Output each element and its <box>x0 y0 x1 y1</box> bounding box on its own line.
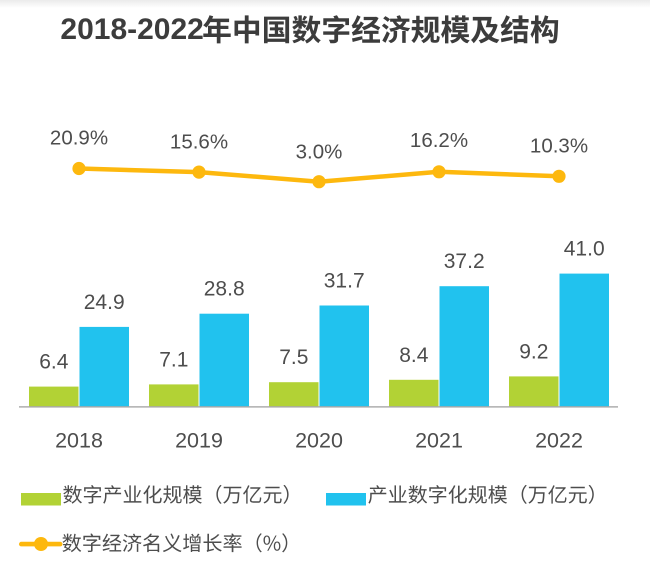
svg-text:2022: 2022 <box>535 429 583 453</box>
svg-text:20.9%: 20.9% <box>50 127 108 150</box>
svg-text:10.3%: 10.3% <box>530 134 588 157</box>
svg-text:2021: 2021 <box>415 429 463 453</box>
svg-text:9.2: 9.2 <box>519 340 548 363</box>
svg-text:31.7: 31.7 <box>324 270 365 293</box>
svg-text:24.9: 24.9 <box>84 291 125 314</box>
svg-text:28.8: 28.8 <box>204 278 245 301</box>
svg-text:16.2%: 16.2% <box>410 129 468 152</box>
svg-text:37.2: 37.2 <box>444 250 485 273</box>
svg-text:15.6%: 15.6% <box>170 130 228 153</box>
svg-text:2018-2022: 2018-2022 <box>60 13 203 46</box>
svg-text:41.0: 41.0 <box>564 238 605 261</box>
svg-text:7.5: 7.5 <box>279 346 308 369</box>
svg-text:3.0%: 3.0% <box>296 140 343 163</box>
svg-text:6.4: 6.4 <box>39 351 69 374</box>
svg-text:2019: 2019 <box>175 429 223 453</box>
svg-text:7.1: 7.1 <box>159 348 188 371</box>
svg-text:8.4: 8.4 <box>399 344 429 367</box>
svg-text:2020: 2020 <box>295 429 343 453</box>
svg-text:2018: 2018 <box>55 429 103 453</box>
